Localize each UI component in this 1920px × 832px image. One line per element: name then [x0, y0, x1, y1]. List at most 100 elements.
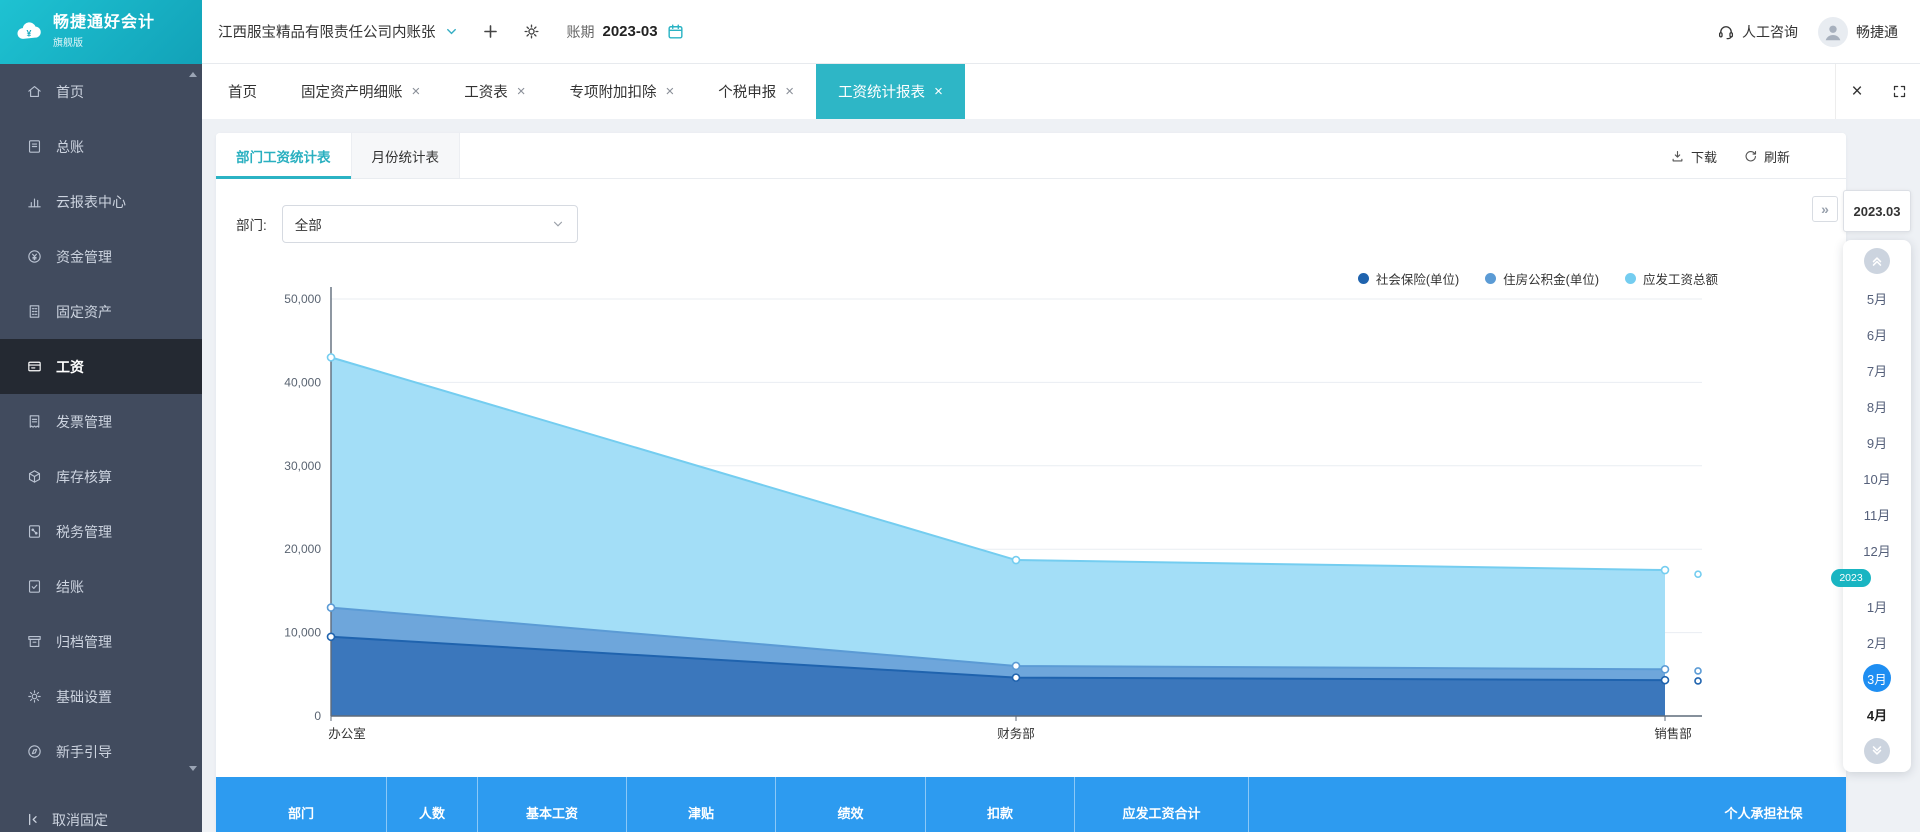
month-item-9[interactable]: 9月 [1866, 435, 1888, 451]
department-select[interactable]: 全部 [281, 205, 578, 243]
legend-dot-icon [1357, 273, 1369, 284]
double-chevron-down-icon [1872, 746, 1882, 755]
month-item-6[interactable]: 6月 [1866, 327, 1888, 343]
sidebar-item-invoice[interactable]: 发票管理 [0, 394, 202, 449]
tab-label: 专项附加扣除 [569, 85, 657, 101]
fullscreen-button[interactable] [1878, 64, 1920, 119]
tab-salary-sheet[interactable]: 工资表 × [442, 64, 547, 119]
sidebar-item-tax[interactable]: 税务管理 [0, 504, 202, 559]
tab-close-icon[interactable]: × [934, 83, 943, 100]
tab-label: 固定资产明细账 [301, 85, 403, 101]
account-set-selector[interactable]: 江西服宝精品有限责任公司内账张 [218, 21, 459, 42]
sidebar-item-salary[interactable]: 工资 [0, 339, 202, 394]
month-panel-collapse-button[interactable]: » [1812, 196, 1838, 222]
unpin-icon [29, 813, 37, 826]
subtab-department-report[interactable]: 部门工资统计表 [216, 133, 352, 179]
svg-text:20,000: 20,000 [284, 542, 321, 556]
sidebar-item-fixed-assets[interactable]: 固定资产 [0, 284, 202, 339]
month-scroll-up-button[interactable] [1864, 248, 1890, 274]
year-badge: 2023 [1831, 569, 1871, 587]
table-header-cell: 基本工资 [478, 777, 627, 832]
svg-text:40,000: 40,000 [284, 375, 321, 389]
sidebar-item-label: 新手引导 [56, 743, 112, 760]
sidebar-item-settings[interactable]: 基础设置 [0, 669, 202, 724]
legend-item[interactable]: 应发工资总额 [1624, 269, 1718, 288]
invoice-icon [29, 415, 40, 428]
guide-icon [28, 745, 41, 758]
month-item-3[interactable]: 3月 [1843, 660, 1911, 696]
tab-fixed-asset-ledger[interactable]: 固定资产明细账 × [279, 64, 442, 119]
active-month-circle: 3月 [1863, 664, 1891, 692]
sidebar-scroll-down-icon[interactable] [189, 766, 197, 771]
download-button[interactable]: 下载 [1670, 147, 1717, 166]
month-item-2[interactable]: 2月 [1866, 635, 1888, 651]
sidebar-item-label: 结账 [56, 578, 84, 595]
legend-dot-icon [1624, 273, 1636, 284]
month-item-11[interactable]: 11月 [1863, 507, 1891, 523]
sidebar-item-label: 税务管理 [56, 523, 112, 540]
account-settings-button[interactable] [522, 22, 541, 41]
tab-personal-tax-filing[interactable]: 个税申报 × [696, 64, 816, 119]
sidebar-item-label: 归档管理 [56, 633, 112, 650]
download-label: 下载 [1690, 149, 1717, 165]
sidebar-item-closing[interactable]: 结账 [0, 559, 202, 614]
tab-label: 工资表 [464, 85, 508, 101]
sidebar-item-guide[interactable]: 新手引导 [0, 724, 202, 779]
svg-text:办公室: 办公室 [328, 726, 366, 741]
legend-item[interactable]: 社会保险(单位) [1357, 269, 1459, 288]
current-period-box[interactable]: 2023.03 [1843, 190, 1911, 232]
month-item-8[interactable]: 8月 [1866, 399, 1888, 415]
double-chevron-up-icon [1872, 257, 1882, 266]
tab-salary-report[interactable]: 工资统计报表 × [816, 64, 965, 119]
tab-special-deduction[interactable]: 专项附加扣除 × [548, 64, 697, 119]
legend-item[interactable]: 住房公积金(单位) [1485, 269, 1599, 288]
report-card: 部门工资统计表 月份统计表 下载 刷新 部门: 全部 社会保险(单位) 住房公积金(… [216, 133, 1846, 832]
unpin-sidebar-button[interactable]: 取消固定 [0, 792, 202, 832]
close-all-tabs-button[interactable]: × [1836, 64, 1878, 119]
sidebar-item-funds[interactable]: 资金管理 [0, 229, 202, 284]
username[interactable]: 畅捷通 [1856, 23, 1898, 40]
calendar-icon[interactable] [666, 22, 685, 41]
sidebar-item-home[interactable]: 首页 [0, 64, 202, 119]
person-icon [1825, 25, 1841, 40]
archive-icon [28, 635, 41, 648]
main-content: 部门工资统计表 月份统计表 下载 刷新 部门: 全部 社会保险(单位) 住房公积金(… [202, 119, 1920, 832]
month-item-12[interactable]: 12月 [1863, 543, 1891, 559]
period-label: 账期 [566, 23, 595, 40]
top-header: ¥ 畅捷通好会计 旗舰版 江西服宝精品有限责任公司内账张 账期 2023-03 … [0, 0, 1920, 64]
sidebar-item-inventory[interactable]: 库存核算 [0, 449, 202, 504]
expand-icon [1893, 85, 1905, 98]
sidebar-item-archive[interactable]: 归档管理 [0, 614, 202, 669]
cloud-report-icon [28, 198, 41, 208]
app-title: 畅捷通好会计 [53, 13, 156, 31]
sidebar-scroll-up-icon[interactable] [189, 72, 197, 77]
department-filter-label: 部门: [236, 218, 267, 233]
month-item-5[interactable]: 5月 [1866, 291, 1888, 307]
table-header-cell: 部门 [216, 777, 387, 832]
chevron-down-icon [446, 28, 456, 35]
avatar[interactable] [1818, 16, 1848, 47]
subtab-month-report[interactable]: 月份统计表 [351, 133, 460, 178]
tab-close-icon[interactable]: × [665, 83, 675, 100]
sidebar-item-label: 首页 [56, 83, 84, 100]
period-value[interactable]: 2023-03 [602, 23, 658, 40]
support-button[interactable]: 人工咨询 [1717, 22, 1798, 42]
month-scroll-down-button[interactable] [1864, 738, 1890, 764]
month-item-4[interactable]: 4月 [1866, 707, 1888, 723]
month-item-1[interactable]: 1月 [1866, 599, 1888, 615]
salary-chart: 0 10,000 20,000 30,000 40,000 50,000 办公室 财务部 销售部 [256, 273, 1736, 753]
tab-close-icon[interactable]: × [516, 83, 526, 100]
tab-close-icon[interactable]: × [785, 83, 795, 100]
legend-label: 住房公积金(单位) [1503, 273, 1599, 287]
refresh-button[interactable]: 刷新 [1743, 147, 1790, 166]
sidebar-item-label: 基础设置 [56, 688, 112, 705]
sidebar-item-cloud-report-center[interactable]: 云报表中心 [0, 174, 202, 229]
sidebar-item-general-ledger[interactable]: 总账 [0, 119, 202, 174]
headset-icon [1718, 25, 1734, 39]
add-account-set-button[interactable] [481, 22, 500, 41]
tab-home[interactable]: 首页 [206, 64, 279, 119]
month-item-7[interactable]: 7月 [1866, 363, 1888, 379]
tab-close-icon[interactable]: × [411, 83, 421, 100]
month-item-10[interactable]: 10月 [1863, 471, 1891, 487]
sidebar-item-label: 发票管理 [56, 413, 112, 430]
